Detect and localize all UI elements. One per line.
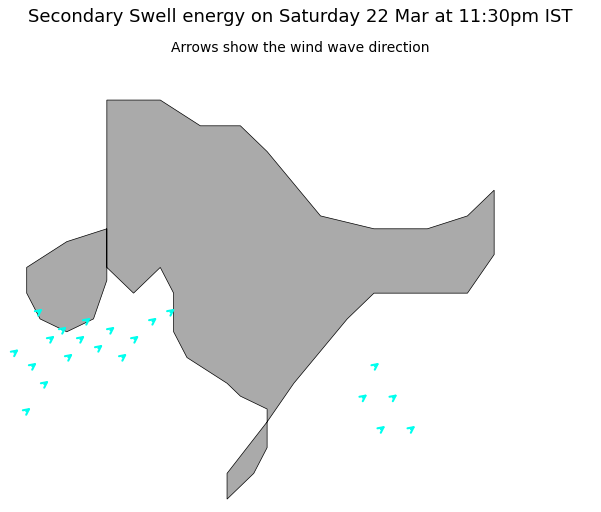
Text: Secondary Swell energy on Saturday 22 Mar at 11:30pm IST: Secondary Swell energy on Saturday 22 Ma… [28,8,573,26]
Text: Arrows show the wind wave direction: Arrows show the wind wave direction [171,41,430,55]
Polygon shape [26,100,494,499]
